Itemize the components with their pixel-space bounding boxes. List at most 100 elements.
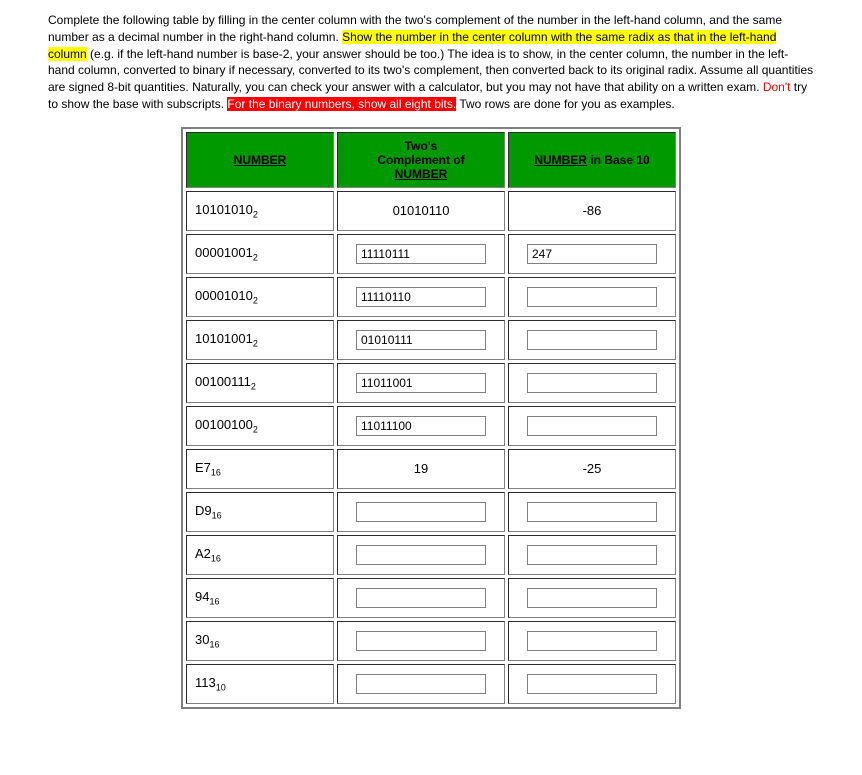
header-base10: NUMBER in Base 10 [508, 132, 676, 188]
base10-cell [508, 578, 676, 618]
number-value: 10101001 [195, 331, 253, 346]
complement-input[interactable] [356, 502, 486, 522]
base10-cell [508, 234, 676, 274]
number-value: 00100111 [195, 374, 251, 389]
number-subscript: 2 [253, 210, 258, 220]
base10-input[interactable] [527, 373, 657, 393]
complement-cell [337, 535, 505, 575]
number-subscript: 2 [253, 253, 258, 263]
complement-input[interactable] [356, 330, 486, 350]
number-value: 10101010 [195, 202, 253, 217]
number-value: 00001010 [195, 288, 253, 303]
complement-cell [337, 621, 505, 661]
table-row: 3016 [186, 621, 676, 661]
number-subscript: 16 [209, 640, 219, 650]
base10-input[interactable] [527, 588, 657, 608]
number-cell: 9416 [186, 578, 334, 618]
number-subscript: 10 [216, 683, 226, 693]
table-row: 000010012 [186, 234, 676, 274]
number-subscript: 2 [253, 339, 258, 349]
base10-input[interactable] [527, 416, 657, 436]
number-cell: 11310 [186, 664, 334, 704]
table-row: 001001112 [186, 363, 676, 403]
base10-cell [508, 492, 676, 532]
complement-input[interactable] [356, 588, 486, 608]
complement-cell [337, 578, 505, 618]
complement-input[interactable] [356, 373, 486, 393]
twos-complement-table: NUMBER Two's Complement of NUMBER NUMBER… [181, 127, 681, 709]
base10-cell [508, 621, 676, 661]
instr-red-text: Don't [763, 80, 791, 94]
table-row: D916 [186, 492, 676, 532]
table-row: 10101010201010110-86 [186, 191, 676, 231]
number-value: 00100100 [195, 417, 253, 432]
base10-cell [508, 664, 676, 704]
base10-input[interactable] [527, 631, 657, 651]
base10-cell [508, 363, 676, 403]
number-subscript: 16 [211, 554, 221, 564]
complement-input[interactable] [356, 244, 486, 264]
base10-cell [508, 320, 676, 360]
base10-cell: -86 [508, 191, 676, 231]
number-value: D9 [195, 503, 212, 518]
complement-input[interactable] [356, 631, 486, 651]
number-cell: 000010102 [186, 277, 334, 317]
number-subscript: 16 [211, 468, 221, 478]
base10-cell: -25 [508, 449, 676, 489]
header-number: NUMBER [186, 132, 334, 188]
number-cell: 101010102 [186, 191, 334, 231]
complement-input[interactable] [356, 545, 486, 565]
instructions-text: Complete the following table by filling … [48, 12, 814, 113]
number-subscript: 2 [253, 296, 258, 306]
complement-cell [337, 363, 505, 403]
number-value: 30 [195, 632, 209, 647]
complement-cell [337, 664, 505, 704]
instr-highlight-red: For the binary numbers, show all eight b… [227, 97, 456, 111]
table-row: 001001002 [186, 406, 676, 446]
base10-input[interactable] [527, 330, 657, 350]
complement-cell: 01010110 [337, 191, 505, 231]
base10-cell [508, 535, 676, 575]
table-row: 000010102 [186, 277, 676, 317]
complement-cell [337, 277, 505, 317]
complement-input[interactable] [356, 287, 486, 307]
number-value: 113 [195, 675, 216, 690]
header-complement: Two's Complement of NUMBER [337, 132, 505, 188]
number-value: 00001001 [195, 245, 253, 260]
number-subscript: 16 [209, 597, 219, 607]
base10-input[interactable] [527, 244, 657, 264]
complement-cell [337, 492, 505, 532]
table-row: E71619-25 [186, 449, 676, 489]
complement-input[interactable] [356, 674, 486, 694]
complement-input[interactable] [356, 416, 486, 436]
complement-cell: 19 [337, 449, 505, 489]
number-value: 94 [195, 589, 209, 604]
table-row: 11310 [186, 664, 676, 704]
instr-part4: Two rows are done for you as examples. [456, 97, 675, 111]
number-subscript: 2 [253, 425, 258, 435]
base10-cell [508, 277, 676, 317]
number-subscript: 2 [251, 382, 256, 392]
base10-input[interactable] [527, 502, 657, 522]
base10-input[interactable] [527, 545, 657, 565]
complement-cell [337, 320, 505, 360]
table-row: 9416 [186, 578, 676, 618]
base10-input[interactable] [527, 674, 657, 694]
complement-cell [337, 234, 505, 274]
number-value: A2 [195, 546, 211, 561]
number-cell: E716 [186, 449, 334, 489]
base10-input[interactable] [527, 287, 657, 307]
number-cell: D916 [186, 492, 334, 532]
table-row: 101010012 [186, 320, 676, 360]
number-cell: 3016 [186, 621, 334, 661]
table-row: A216 [186, 535, 676, 575]
number-subscript: 16 [212, 511, 222, 521]
number-cell: A216 [186, 535, 334, 575]
number-cell: 000010012 [186, 234, 334, 274]
number-value: E7 [195, 460, 211, 475]
number-cell: 001001002 [186, 406, 334, 446]
complement-cell [337, 406, 505, 446]
number-cell: 001001112 [186, 363, 334, 403]
base10-cell [508, 406, 676, 446]
instr-part2: (e.g. if the left-hand number is base-2,… [48, 47, 813, 95]
